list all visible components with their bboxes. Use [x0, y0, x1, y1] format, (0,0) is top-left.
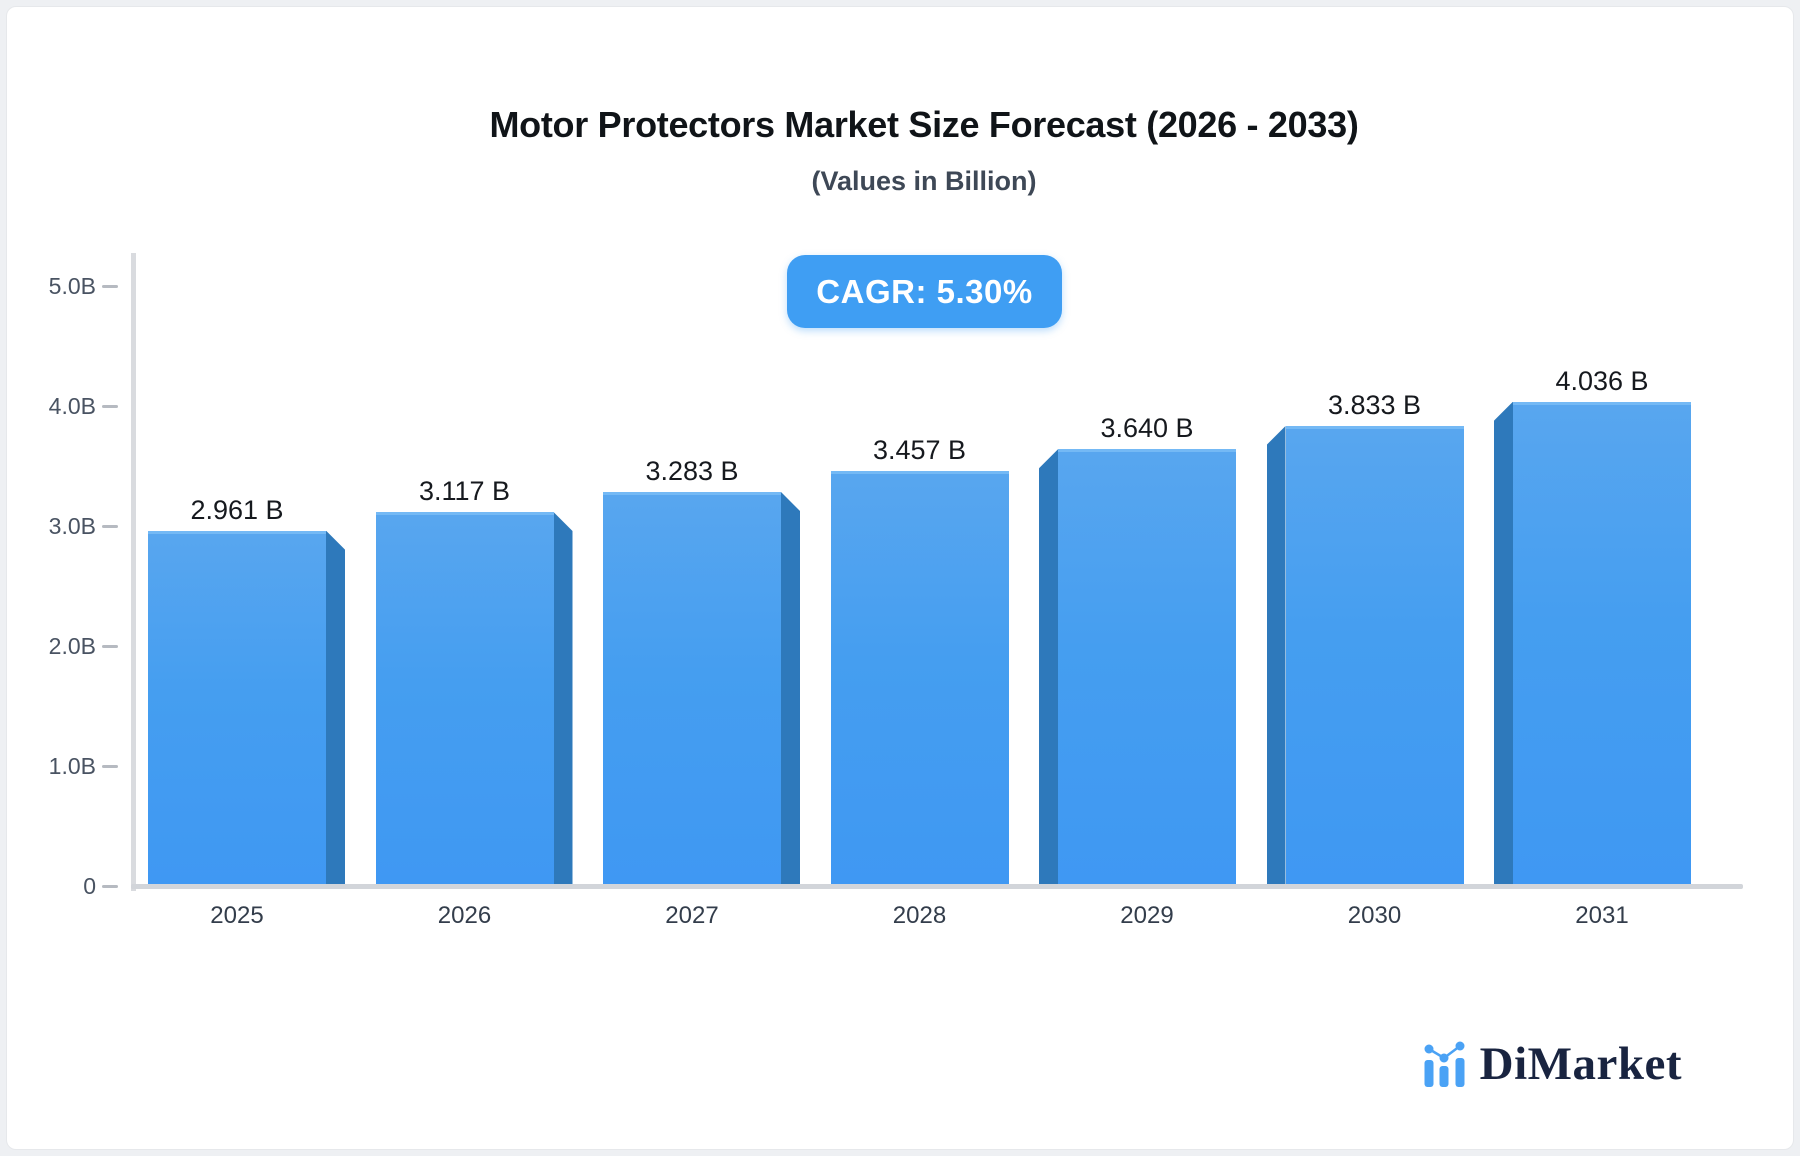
dimarket-logo-icon: [1424, 1041, 1465, 1087]
chart-subtitle: (Values in Billion): [811, 166, 1037, 196]
y-axis-tick-label: 0: [83, 872, 96, 899]
bar-value-label: 3.640 B: [1100, 413, 1194, 444]
dimarket-logo: DiMarket: [1422, 1036, 1682, 1092]
x-axis-baseline: [131, 884, 1743, 889]
x-axis-label-2030: 2030: [1347, 902, 1402, 929]
cagr-badge: CAGR: 5.30%: [787, 255, 1062, 328]
x-axis-label-2026: 2026: [437, 902, 492, 929]
bar-side-face-2027: [781, 492, 800, 886]
y-axis-tick: [102, 284, 118, 288]
bar-2025[interactable]: [148, 530, 326, 886]
bar-2029[interactable]: [1058, 449, 1236, 886]
bar-side-face-2026: [553, 511, 573, 886]
bar-value-label: 2.961 B: [190, 494, 284, 525]
bar-value-label: 3.457 B: [872, 435, 967, 466]
y-axis-tick-label: 3.0B: [48, 512, 96, 539]
y-axis-line: [131, 253, 136, 891]
bar-value-label: 3.833 B: [1327, 390, 1422, 421]
bar-value-label: 3.117 B: [418, 475, 511, 506]
cagr-badge-label: CAGR: 5.30%: [816, 272, 1033, 310]
y-axis-tick: [102, 404, 118, 408]
bar-side-face-2031: [1494, 401, 1513, 886]
y-axis-tick: [102, 644, 118, 648]
bar-side-face-2025: [326, 530, 345, 886]
bar-2028[interactable]: [830, 471, 1009, 886]
x-axis-label-2025: 2025: [210, 902, 264, 929]
y-axis-tick-label: 2.0B: [48, 632, 96, 659]
bar-2027[interactable]: [603, 492, 781, 886]
bar-2030[interactable]: [1285, 426, 1464, 886]
chart-title: Motor Protectors Market Size Forecast (2…: [489, 104, 1359, 145]
bar-2031[interactable]: [1513, 401, 1691, 886]
bar-value-label: 4.036 B: [1555, 365, 1649, 396]
y-axis-tick-label: 4.0B: [48, 392, 96, 419]
x-axis-label-2027: 2027: [665, 902, 719, 929]
bar-value-label: 3.283 B: [645, 456, 739, 487]
y-axis-tick: [102, 764, 118, 768]
y-axis-tick-label: 5.0B: [48, 272, 96, 299]
bar-side-face-2029: [1039, 449, 1058, 886]
x-axis-label-2028: 2028: [892, 902, 947, 929]
x-axis-label-2029: 2029: [1120, 902, 1174, 929]
y-axis-tick: [102, 524, 118, 528]
y-axis-tick: [102, 884, 118, 888]
y-axis-tick-label: 1.0B: [48, 752, 96, 779]
x-axis-label-2031: 2031: [1575, 902, 1629, 929]
dimarket-logo-wordmark: DiMarket: [1479, 1038, 1682, 1090]
bar-2026[interactable]: [375, 511, 554, 886]
bar-side-face-2030: [1266, 426, 1286, 886]
